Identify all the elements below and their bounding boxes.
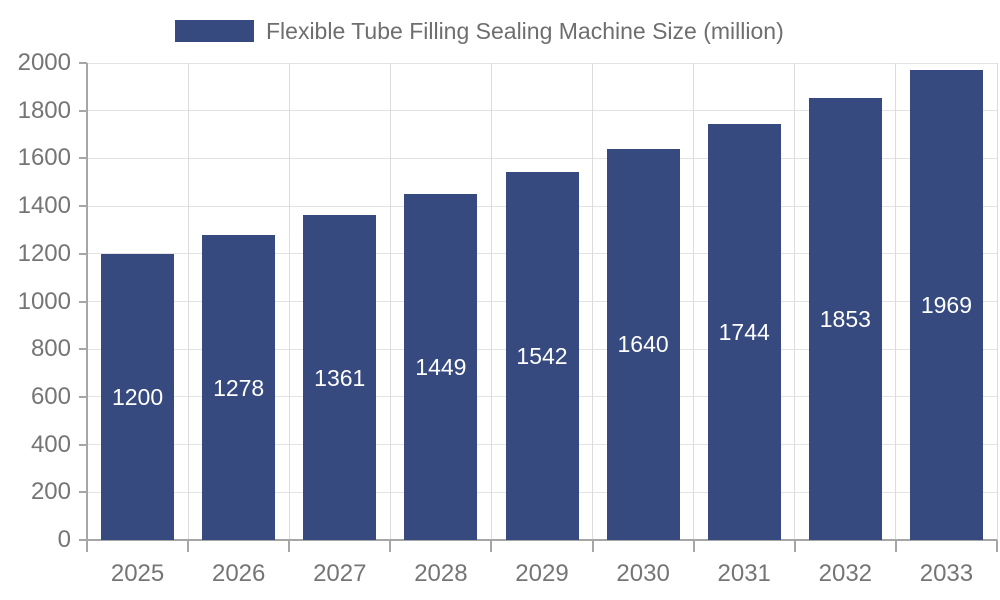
gridline-vertical xyxy=(187,63,189,540)
y-axis-tick xyxy=(79,205,87,208)
x-axis-tick xyxy=(692,540,695,552)
x-axis-tick xyxy=(894,540,897,552)
bar-value-label: 1969 xyxy=(920,292,973,319)
x-axis-label: 2026 xyxy=(211,560,266,587)
x-axis-tick xyxy=(793,540,796,552)
bar[interactable]: 1542 xyxy=(505,172,579,540)
x-axis-label: 2025 xyxy=(110,560,165,587)
y-axis-label: 600 xyxy=(30,382,71,410)
bar[interactable]: 1449 xyxy=(404,194,478,540)
bar[interactable]: 1853 xyxy=(808,98,882,540)
bar[interactable]: 1361 xyxy=(303,215,377,540)
x-axis-label: 2029 xyxy=(515,560,569,587)
y-axis-label: 1400 xyxy=(17,192,71,220)
legend-swatch xyxy=(175,20,254,42)
y-axis-label: 0 xyxy=(57,526,71,553)
bar[interactable]: 1744 xyxy=(707,124,781,540)
legend-label: Flexible Tube Filling Sealing Machine Si… xyxy=(266,18,784,44)
bar-value-label: 1744 xyxy=(718,319,770,346)
bar-value-label: 1361 xyxy=(314,364,366,391)
x-axis-tick xyxy=(996,540,998,552)
x-axis-label: 2032 xyxy=(818,560,873,587)
y-axis-label: 400 xyxy=(30,430,71,458)
y-axis-label: 1600 xyxy=(17,144,71,172)
y-axis-label: 2000 xyxy=(17,49,71,76)
bar[interactable]: 1640 xyxy=(606,148,680,540)
gridline-vertical xyxy=(389,63,391,540)
x-axis-tick xyxy=(288,540,291,552)
y-axis-label: 800 xyxy=(30,335,71,363)
x-axis-tick xyxy=(389,540,392,552)
bar-value-label: 1278 xyxy=(213,374,265,401)
x-axis-tick xyxy=(187,540,190,552)
legend-item[interactable]: Flexible Tube Filling Sealing Machine Si… xyxy=(175,18,784,44)
gridline-horizontal xyxy=(87,110,997,112)
y-axis-tick xyxy=(79,395,87,398)
y-axis-label: 1000 xyxy=(17,287,71,315)
y-axis-label: 200 xyxy=(30,478,71,506)
y-axis-tick xyxy=(79,348,87,351)
x-axis-line xyxy=(87,539,997,541)
y-axis-tick xyxy=(79,157,87,160)
y-axis-tick xyxy=(79,491,87,494)
gridline-vertical xyxy=(794,63,796,540)
y-axis-tick xyxy=(79,539,87,541)
gridline-vertical xyxy=(288,63,290,540)
x-axis-tick xyxy=(490,540,493,552)
bar-value-label: 1853 xyxy=(819,306,871,333)
x-axis-label: 2030 xyxy=(616,560,670,587)
x-axis-label: 2027 xyxy=(313,560,367,587)
bar[interactable]: 1278 xyxy=(202,235,276,540)
gridline-vertical xyxy=(592,63,594,540)
x-axis-label: 2028 xyxy=(414,560,468,587)
gridline-horizontal xyxy=(87,62,997,64)
bar[interactable]: 1969 xyxy=(909,70,983,540)
y-axis-tick xyxy=(79,109,87,112)
x-axis-label: 2031 xyxy=(717,560,771,587)
bar-value-label: 1640 xyxy=(617,331,669,358)
y-axis-tick xyxy=(79,62,87,64)
y-axis-line xyxy=(86,63,88,542)
gridline-vertical xyxy=(895,63,897,540)
x-axis-tick xyxy=(591,540,594,552)
bar-value-label: 1449 xyxy=(415,354,467,381)
bar-value-label: 1200 xyxy=(111,383,164,410)
y-axis-tick xyxy=(79,443,87,446)
x-axis-tick xyxy=(86,540,88,552)
y-axis-label: 1800 xyxy=(17,96,71,124)
gridline-vertical xyxy=(693,63,695,540)
x-axis-label: 2033 xyxy=(919,560,974,587)
gridline-horizontal xyxy=(87,157,997,159)
y-axis-tick xyxy=(79,252,87,255)
bar[interactable]: 1200 xyxy=(101,253,175,540)
gridline-vertical xyxy=(490,63,492,540)
y-axis-label: 1200 xyxy=(17,239,71,267)
bar-value-label: 1542 xyxy=(516,343,568,370)
gridline-vertical xyxy=(996,63,998,540)
y-axis-tick xyxy=(79,300,87,303)
